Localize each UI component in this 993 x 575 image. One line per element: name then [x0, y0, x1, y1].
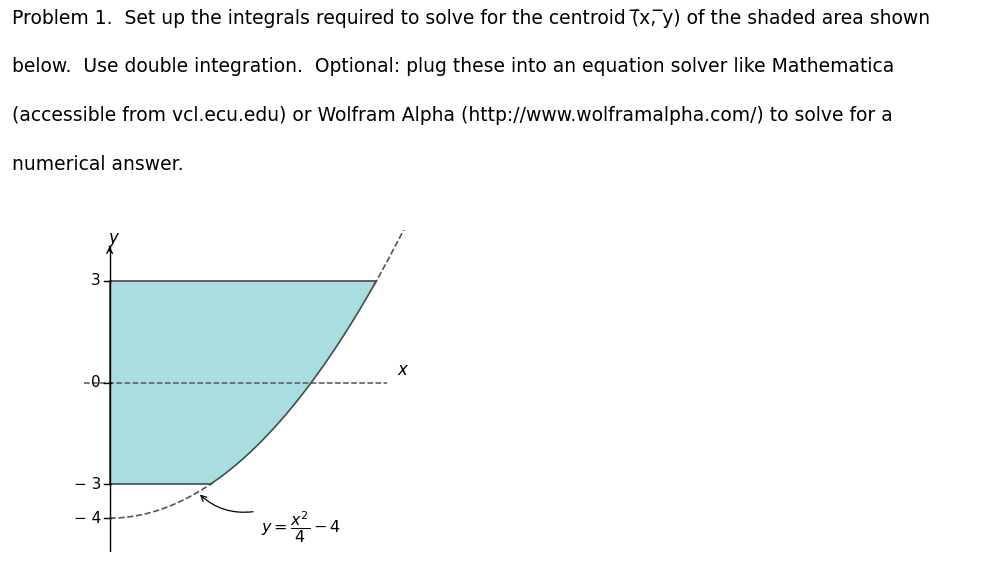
Text: y: y — [108, 229, 118, 247]
Text: 0: 0 — [91, 375, 101, 390]
Text: (accessible from vcl.ecu.edu) or Wolfram Alpha (http://www.wolframalpha.com/) to: (accessible from vcl.ecu.edu) or Wolfram… — [12, 106, 893, 125]
Text: − 3: − 3 — [73, 477, 101, 492]
Polygon shape — [109, 281, 376, 484]
Text: $y = \dfrac{x^2}{4} - 4$: $y = \dfrac{x^2}{4} - 4$ — [261, 509, 341, 545]
Text: Problem 1.  Set up the integrals required to solve for the centroid (̅x, ̅y) of : Problem 1. Set up the integrals required… — [12, 9, 930, 28]
Text: numerical answer.: numerical answer. — [12, 155, 184, 174]
Text: x: x — [397, 361, 407, 379]
Text: below.  Use double integration.  Optional: plug these into an equation solver li: below. Use double integration. Optional:… — [12, 58, 894, 76]
Text: 3: 3 — [91, 273, 101, 288]
Text: − 4: − 4 — [73, 511, 101, 526]
